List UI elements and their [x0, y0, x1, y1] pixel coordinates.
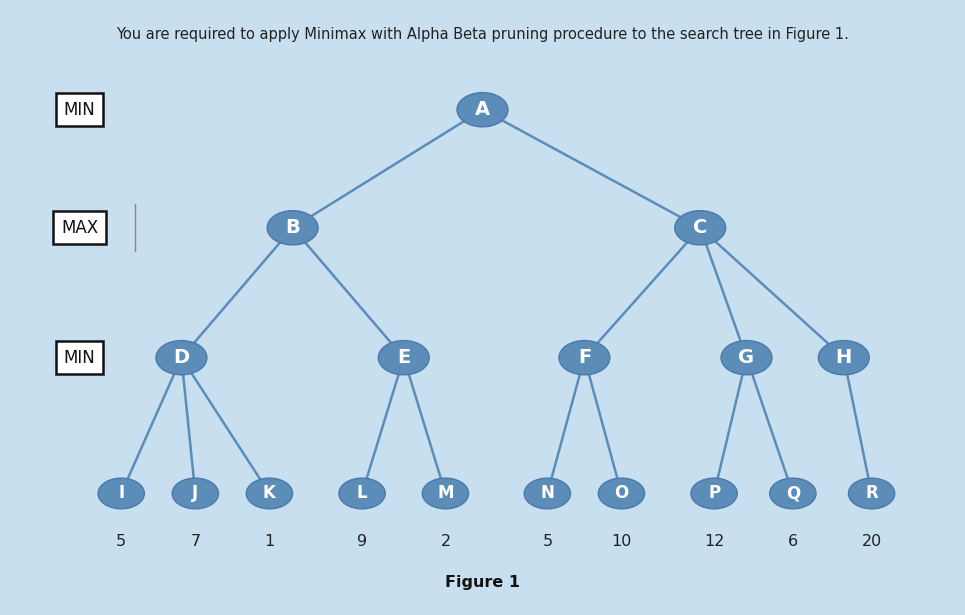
- Text: 9: 9: [357, 534, 367, 549]
- Text: F: F: [578, 348, 591, 367]
- Text: 1: 1: [264, 534, 275, 549]
- Text: B: B: [286, 218, 300, 237]
- Text: K: K: [263, 485, 276, 502]
- Ellipse shape: [98, 478, 145, 509]
- Text: 6: 6: [787, 534, 798, 549]
- Ellipse shape: [848, 478, 895, 509]
- Text: 10: 10: [611, 534, 632, 549]
- Text: 7: 7: [190, 534, 201, 549]
- Ellipse shape: [457, 93, 508, 127]
- Ellipse shape: [691, 478, 737, 509]
- Ellipse shape: [172, 478, 218, 509]
- Text: 12: 12: [703, 534, 725, 549]
- Text: P: P: [708, 485, 720, 502]
- Ellipse shape: [721, 341, 772, 375]
- Text: MIN: MIN: [64, 349, 96, 367]
- Text: Figure 1: Figure 1: [445, 574, 520, 590]
- Ellipse shape: [524, 478, 570, 509]
- Text: J: J: [192, 485, 199, 502]
- Text: MIN: MIN: [64, 101, 96, 119]
- Text: G: G: [738, 348, 755, 367]
- Text: L: L: [357, 485, 368, 502]
- Text: O: O: [615, 485, 628, 502]
- Text: N: N: [540, 485, 554, 502]
- Ellipse shape: [267, 211, 318, 245]
- Text: 5: 5: [116, 534, 126, 549]
- Text: Q: Q: [786, 485, 800, 502]
- Text: C: C: [693, 218, 707, 237]
- Ellipse shape: [818, 341, 869, 375]
- Text: R: R: [866, 485, 878, 502]
- Text: D: D: [174, 348, 189, 367]
- Text: 5: 5: [542, 534, 552, 549]
- Ellipse shape: [156, 341, 207, 375]
- Text: I: I: [118, 485, 124, 502]
- Ellipse shape: [339, 478, 385, 509]
- Text: H: H: [836, 348, 852, 367]
- Text: You are required to apply Minimax with Alpha Beta pruning procedure to the searc: You are required to apply Minimax with A…: [116, 27, 849, 42]
- Ellipse shape: [423, 478, 469, 509]
- Ellipse shape: [559, 341, 610, 375]
- Ellipse shape: [675, 211, 726, 245]
- Ellipse shape: [598, 478, 645, 509]
- Text: E: E: [398, 348, 410, 367]
- Ellipse shape: [378, 341, 429, 375]
- Ellipse shape: [246, 478, 292, 509]
- Text: MAX: MAX: [61, 219, 98, 237]
- Text: 2: 2: [440, 534, 451, 549]
- Ellipse shape: [770, 478, 816, 509]
- Text: M: M: [437, 485, 454, 502]
- Text: A: A: [475, 100, 490, 119]
- Text: 20: 20: [862, 534, 882, 549]
